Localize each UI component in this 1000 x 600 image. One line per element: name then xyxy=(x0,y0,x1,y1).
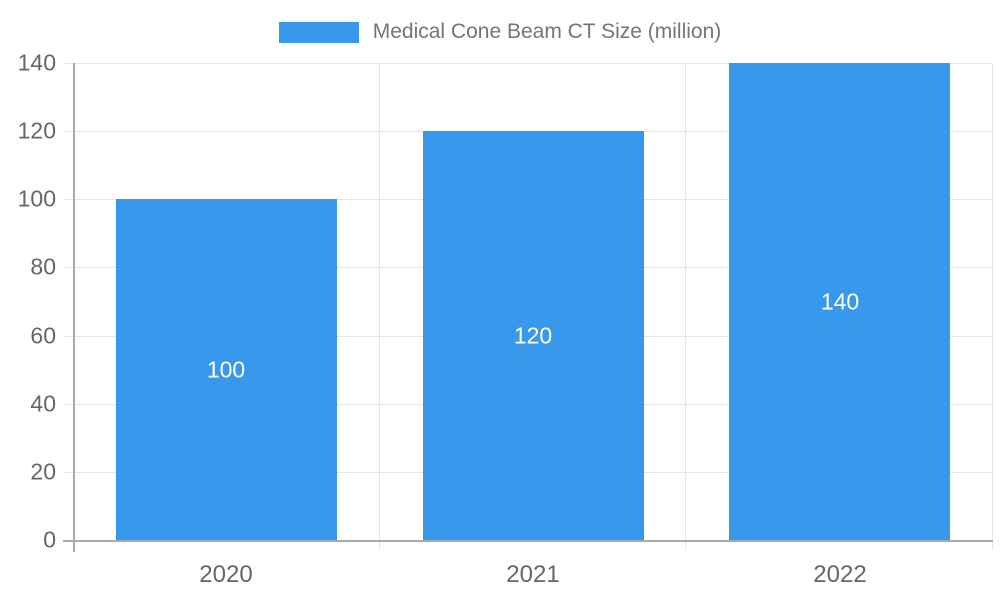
y-gridline xyxy=(63,63,993,64)
x-tick-label: 2021 xyxy=(506,561,560,588)
y-tick-label: 100 xyxy=(17,185,56,212)
bar-value-label: 100 xyxy=(206,356,246,383)
y-tick-label: 20 xyxy=(30,458,56,485)
bar-value-label: 140 xyxy=(820,288,860,315)
bar-2020 xyxy=(116,199,337,540)
category-boundary-line xyxy=(379,63,380,550)
y-tick-label: 0 xyxy=(43,526,56,553)
legend-swatch xyxy=(278,21,359,43)
y-tick-label: 40 xyxy=(30,390,56,417)
chart-legend[interactable]: Medical Cone Beam CT Size (million) xyxy=(0,19,1000,45)
x-tick-label: 2022 xyxy=(813,561,867,588)
x-tick-label: 2020 xyxy=(199,561,253,588)
bar-value-label: 120 xyxy=(513,322,553,349)
y-tick-label: 80 xyxy=(30,253,56,280)
y-tick-label: 60 xyxy=(30,322,56,349)
legend-label: Medical Cone Beam CT Size (million) xyxy=(372,20,722,43)
bar-2021 xyxy=(423,131,644,540)
y-tick-label: 120 xyxy=(17,117,56,144)
category-boundary-line xyxy=(992,63,993,550)
category-boundary-line xyxy=(685,63,686,550)
y-axis-line xyxy=(73,63,75,552)
y-tick-label: 140 xyxy=(17,49,56,76)
x-axis-line xyxy=(63,540,993,542)
bar-2022 xyxy=(729,63,950,540)
